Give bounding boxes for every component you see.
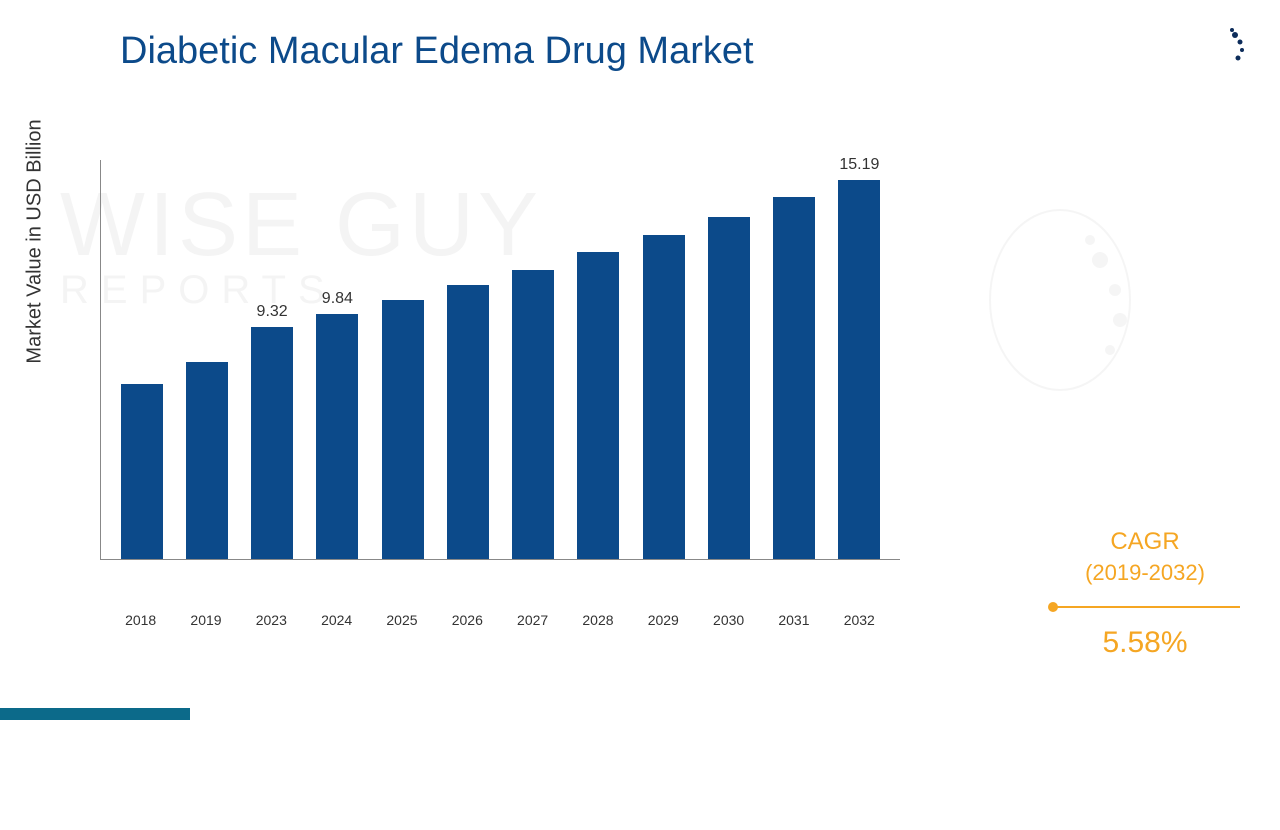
x-tick-label: 2023 [239,612,304,628]
bar-value-label: 9.84 [322,290,353,308]
bar: 9.32 [251,327,293,559]
bar [186,362,228,559]
bar-slot [435,160,500,559]
bar-value-label: 15.19 [839,156,879,174]
bar-slot [696,160,761,559]
x-labels-container: 2018201920232024202520262027202820292030… [100,612,900,628]
bar-slot [370,160,435,559]
x-tick-label: 2030 [696,612,761,628]
bar [121,384,163,559]
bar-slot: 15.19 [827,160,892,559]
bar [382,300,424,559]
chart-area: Market Value in USD Billion 9.329.8415.1… [80,160,900,600]
bar [773,197,815,559]
watermark-right [960,200,1160,445]
x-tick-label: 2018 [108,612,173,628]
x-tick-label: 2032 [827,612,892,628]
bar-value-label: 9.32 [257,303,288,321]
cagr-period: (2019-2032) [1050,560,1240,586]
x-tick-label: 2026 [435,612,500,628]
bar-slot: 9.32 [240,160,305,559]
bar-slot [501,160,566,559]
brand-main: WISE GUY [1018,27,1190,59]
x-tick-label: 2028 [565,612,630,628]
cagr-label: CAGR [1050,528,1240,556]
bottom-accent-bar [0,708,190,720]
bar-slot [631,160,696,559]
bar: 9.84 [316,314,358,559]
bar-slot [762,160,827,559]
bar [512,270,554,559]
bar-slot [566,160,631,559]
bar [643,235,685,559]
y-axis-label: Market Value in USD Billion [24,102,47,382]
brand-text: WISE GUY REPORTS [1018,27,1190,73]
cagr-divider [1050,606,1240,608]
x-tick-label: 2031 [761,612,826,628]
bar-slot: 9.84 [305,160,370,559]
bar-slot [174,160,239,559]
brand-head-icon [1200,20,1250,80]
bar [577,252,619,559]
cagr-value: 5.58% [1050,626,1240,660]
x-tick-label: 2029 [631,612,696,628]
bar [708,217,750,559]
brand-logo: WISE GUY REPORTS [1018,20,1250,80]
chart-plot: 9.32 9.84 15.19 [100,160,900,560]
bar: 15.19 [838,180,880,559]
bars-container: 9.32 9.84 15.19 [101,160,900,559]
x-tick-label: 2024 [304,612,369,628]
brand-sub: REPORTS [1018,57,1190,73]
x-tick-label: 2025 [369,612,434,628]
x-tick-label: 2027 [500,612,565,628]
bar-slot [109,160,174,559]
chart-title: Diabetic Macular Edema Drug Market [120,30,754,73]
cagr-box: CAGR (2019-2032) 5.58% [1050,528,1240,660]
bar [447,285,489,559]
x-tick-label: 2019 [173,612,238,628]
